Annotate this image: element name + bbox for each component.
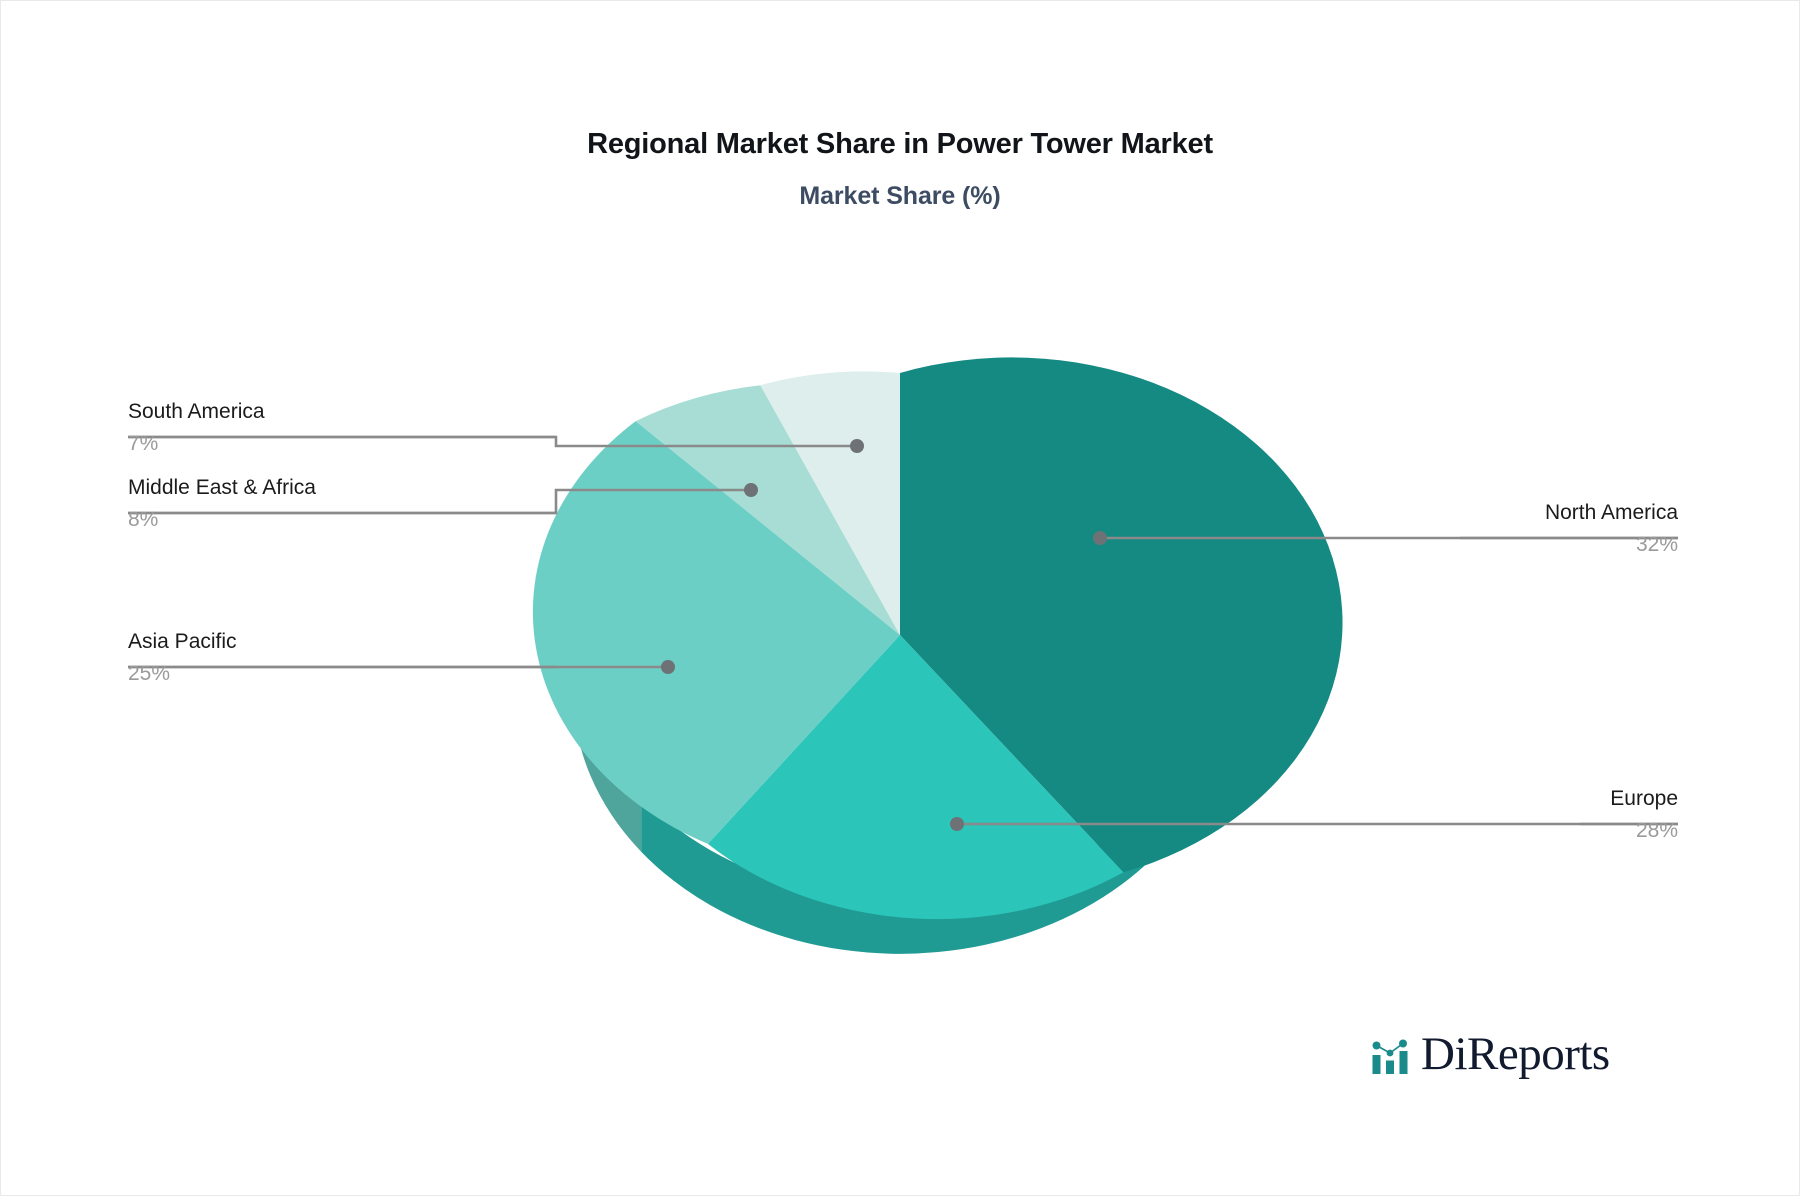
chart-subtitle: Market Share (%) [799,182,1001,210]
label-middle-east-africa[interactable]: Middle East & Africa 8% [128,474,558,534]
pie-top-face-group [532,357,1343,920]
label-europe[interactable]: Europe 28% [1248,785,1678,845]
pie-slice-europe [707,635,1124,920]
bar-chart-icon [1372,1039,1408,1074]
connector-dot-middle-east-africa [744,483,758,497]
label-north-america[interactable]: North America 32% [1248,499,1678,559]
label-europe-name: Europe [1610,787,1678,810]
logo-text: DiReports [1421,1028,1610,1080]
pie-slice-middle-east-africa [635,385,900,635]
connector-dot-north-america [1093,531,1107,545]
pie-slice-asia-pacific [532,421,900,844]
label-underlines-group [128,435,1678,826]
connector-dot-europe [950,817,964,831]
connector-dot-asia-pacific [661,660,675,674]
pie-slice-south-america [760,371,900,635]
pie-slice-north-america [900,357,1343,873]
label-south-america[interactable]: South America 7% [128,398,558,458]
label-north-america-value: 32% [1635,533,1678,556]
label-asia-pacific[interactable]: Asia Pacific 25% [128,628,558,688]
connector-dots-group [661,439,1107,831]
brand-logo[interactable]: DiReports [1371,1028,1610,1080]
label-south-america-name: South America [128,400,265,423]
label-asia-pacific-value: 25% [128,662,171,685]
label-middle-east-africa-name: Middle East & Africa [128,476,316,499]
label-europe-value: 28% [1635,819,1678,842]
pie-side-asia-pacific [573,635,642,852]
label-north-america-name: North America [1544,501,1678,524]
connector-dot-south-america [850,439,864,453]
label-middle-east-africa-value: 8% [128,508,159,531]
page-title: Regional Market Share in Power Tower Mar… [587,128,1213,160]
label-asia-pacific-name: Asia Pacific [128,630,237,653]
label-south-america-value: 7% [128,432,159,455]
